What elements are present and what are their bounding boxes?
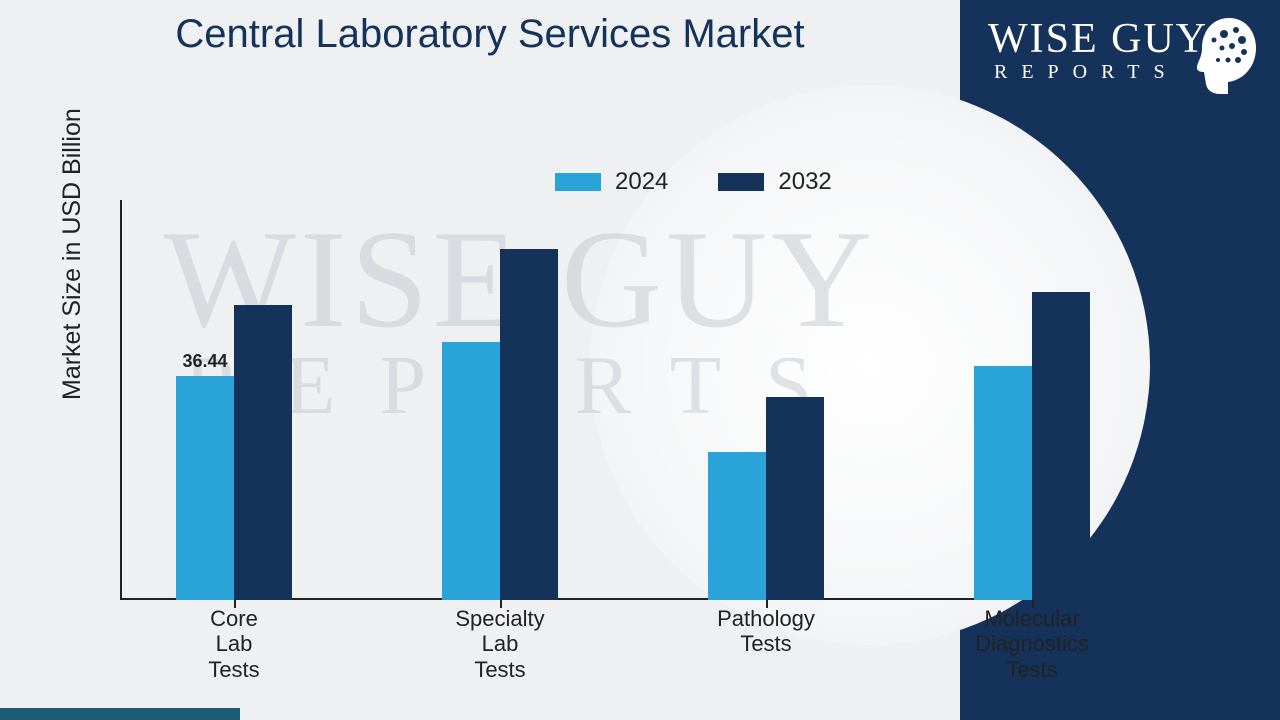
category-label: Specialty Lab Tests bbox=[455, 606, 544, 682]
bar-group: Specialty Lab Tests bbox=[442, 249, 558, 600]
category-label: Molecular Diagnostics Tests bbox=[975, 606, 1089, 682]
bar-value-label: 36.44 bbox=[182, 351, 227, 372]
bar-group: 36.44Core Lab Tests bbox=[176, 305, 292, 600]
bar-2024 bbox=[442, 342, 500, 600]
bar-2032 bbox=[766, 397, 824, 600]
bar-chart: 36.44Core Lab Tests Specialty Lab Tests Pa… bbox=[120, 200, 980, 600]
chart-title: Central Laboratory Services Market bbox=[90, 12, 890, 57]
legend-swatch-2032 bbox=[718, 173, 764, 191]
category-label: Core Lab Tests bbox=[208, 606, 259, 682]
legend-label-2032: 2032 bbox=[778, 168, 831, 196]
category-label: Pathology Tests bbox=[717, 606, 815, 657]
legend-item-2024: 2024 bbox=[555, 168, 668, 196]
bar-2032 bbox=[1032, 292, 1090, 600]
bar-2024 bbox=[708, 452, 766, 600]
legend-label-2024: 2024 bbox=[615, 168, 668, 196]
y-axis-label: Market Size in USD Billion bbox=[58, 108, 87, 400]
bar-group: Pathology Tests bbox=[708, 397, 824, 600]
brand-logo: WISE GUY REPORTS bbox=[988, 18, 1258, 82]
bar-2032 bbox=[234, 305, 292, 600]
brand-head-icon bbox=[1194, 16, 1264, 96]
footer-accent-bar bbox=[0, 708, 240, 720]
legend: 2024 2032 bbox=[555, 168, 832, 196]
bar-2024 bbox=[176, 376, 234, 600]
bar-2032 bbox=[500, 249, 558, 600]
bar-2024 bbox=[974, 366, 1032, 600]
legend-swatch-2024 bbox=[555, 173, 601, 191]
bar-group: Molecular Diagnostics Tests bbox=[974, 292, 1090, 600]
legend-item-2032: 2032 bbox=[718, 168, 831, 196]
y-axis-line bbox=[120, 200, 122, 600]
chart-canvas: WISE GUY REPORTS Central Laboratory Serv… bbox=[0, 0, 1280, 720]
